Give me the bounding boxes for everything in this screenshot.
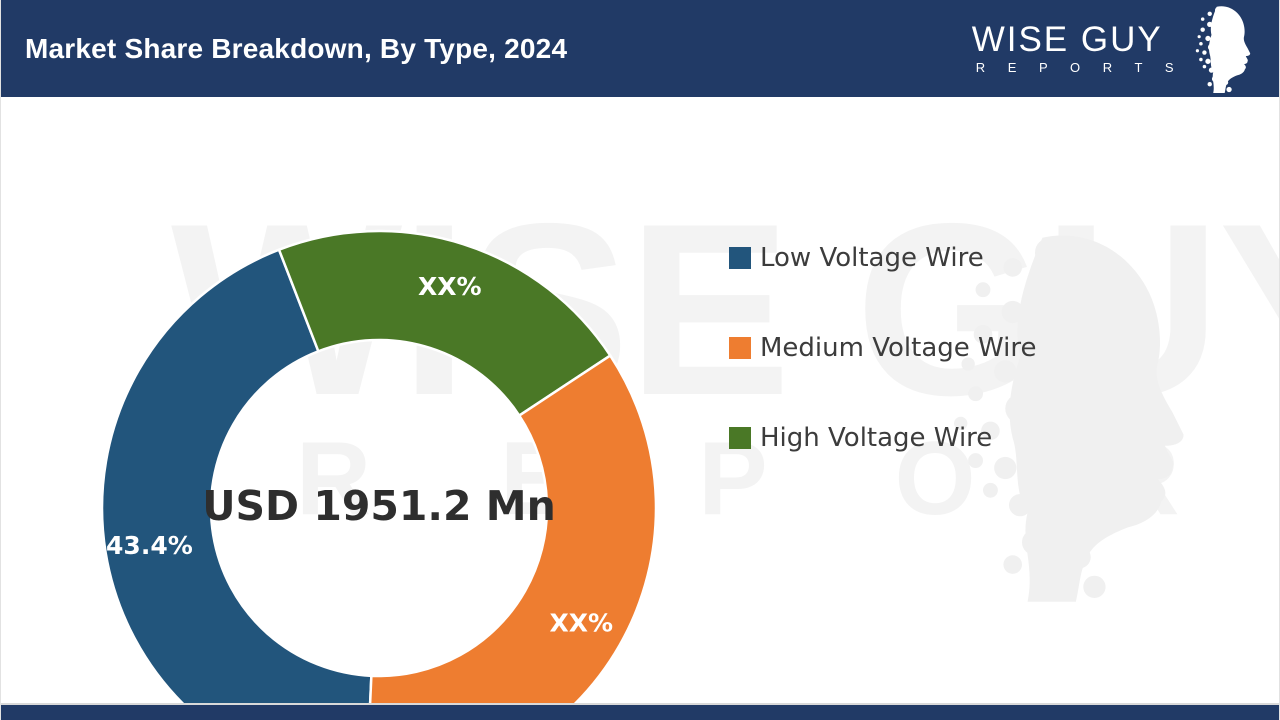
legend-swatch-high-voltage (729, 427, 751, 449)
donut-chart: 43.4% XX% XX% USD 1951.2 Mn (100, 229, 658, 703)
legend-label: High Voltage Wire (760, 423, 993, 453)
chart-area: WISE GUY R E P O R T S 43.4%XX%XX%USD 19… (1, 97, 1279, 703)
donut-slice-medium-voltage-wire (368, 354, 658, 703)
legend-item: Low Voltage Wire (729, 243, 1037, 273)
slice-percentage-label: 43.4% (106, 531, 193, 560)
logo-subtitle: R E P O R T S (975, 60, 1183, 75)
legend-label: Low Voltage Wire (760, 243, 984, 273)
donut-slice-high-voltage-wire (277, 229, 612, 417)
legend-item: Medium Voltage Wire (729, 333, 1037, 363)
slice-percentage-label: XX% (549, 608, 613, 637)
slice-percentage-label: XX% (418, 272, 482, 301)
wise-guy-face-icon (1195, 5, 1251, 93)
footer-bar (1, 703, 1279, 720)
donut-slice-low-voltage-wire (100, 248, 373, 703)
donut-center-value: USD 1951.2 Mn (202, 482, 556, 530)
legend-item: High Voltage Wire (729, 423, 1037, 453)
legend-swatch-low-voltage (729, 247, 751, 269)
legend-swatch-medium-voltage (729, 337, 751, 359)
legend: Low Voltage Wire Medium Voltage Wire Hig… (729, 243, 1037, 513)
legend-label: Medium Voltage Wire (760, 333, 1037, 363)
header-bar: Market Share Breakdown, By Type, 2024 WI… (1, 0, 1279, 97)
wise-guy-reports-logo: WISE GUY R E P O R T S (972, 5, 1253, 93)
logo-wordmark: WISE GUY (971, 20, 1163, 59)
page-title: Market Share Breakdown, By Type, 2024 (25, 32, 568, 64)
